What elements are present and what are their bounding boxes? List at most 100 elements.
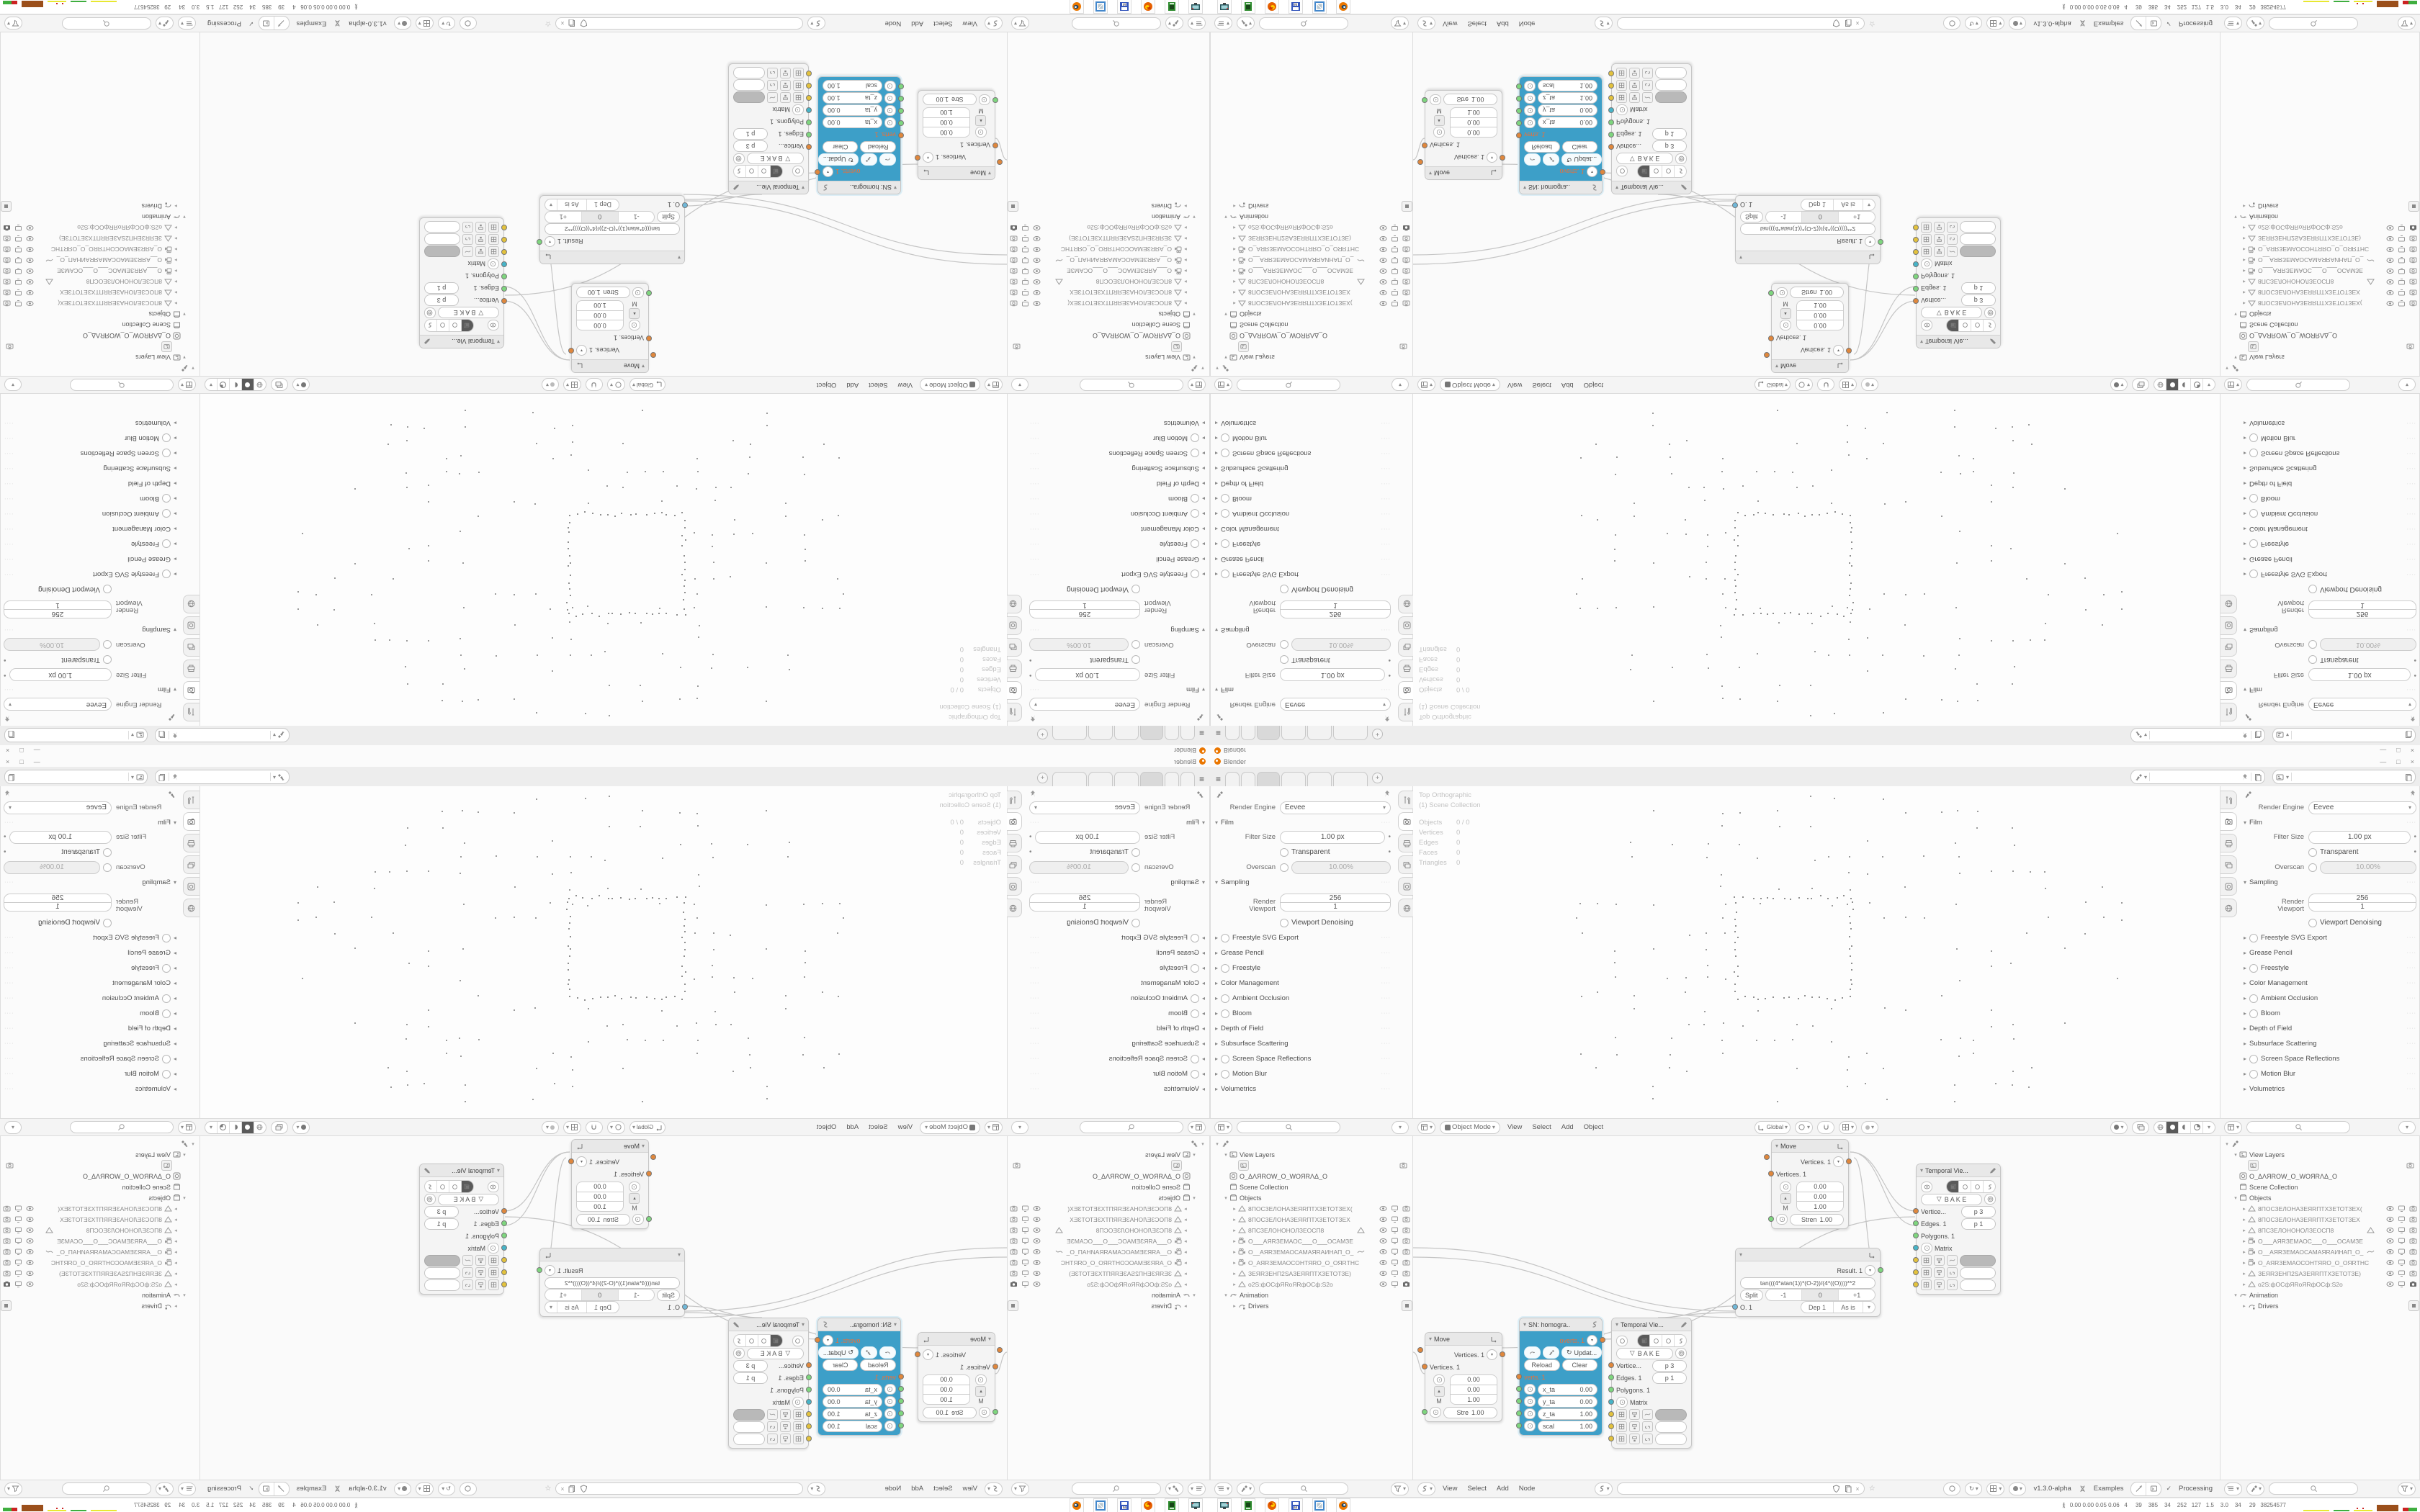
- texture-slot-field[interactable]: [1655, 1408, 1687, 1421]
- node-menu-select[interactable]: Select: [933, 19, 953, 27]
- outliner-filter-row[interactable]: ▾: [1008, 1138, 1206, 1149]
- properties-tab-output[interactable]: [1398, 834, 1415, 852]
- sn-field-scal[interactable]: scal 1.00: [1538, 80, 1597, 92]
- properties-tab-scene[interactable]: [1005, 877, 1022, 896]
- outliner-objects-group[interactable]: ▾ Objects: [2234, 1194, 2272, 1202]
- vector-y-field[interactable]: 0.00: [923, 1384, 970, 1395]
- properties-tab-scene[interactable]: [2220, 877, 2237, 896]
- terminal-button[interactable]: [259, 17, 274, 30]
- texture-slot-field[interactable]: [733, 1433, 765, 1445]
- node-undo-button[interactable]: [879, 1346, 896, 1359]
- reload-button[interactable]: Reload: [860, 141, 896, 153]
- step-zero-button[interactable]: 0: [581, 1290, 618, 1300]
- node-undo-button[interactable]: [1524, 1346, 1541, 1359]
- properties-tab-output[interactable]: [1398, 660, 1415, 678]
- outliner-display-mode-button[interactable]: ▾: [1237, 17, 1255, 30]
- overts-dropdown[interactable]: ▾: [823, 166, 833, 177]
- node-move-bottom[interactable]: ▾ Move Vertices. 1 ▾ Vertices. 1 ▲ M 0.00 0.00 1.…: [1417, 90, 1505, 180]
- section-screen-space-reflections[interactable]: ▸ Screen Space Reflections ····: [4, 449, 176, 458]
- wand-button[interactable]: [273, 1482, 289, 1495]
- node-brush-button[interactable]: [1543, 153, 1559, 166]
- section-ambient-occlusion[interactable]: ▸ Ambient Occlusion ····: [4, 509, 176, 518]
- properties-tab-output[interactable]: [2220, 660, 2237, 678]
- step-minus-button[interactable]: -1: [1765, 212, 1803, 222]
- bake-button[interactable]: ▽ B A K E: [438, 307, 499, 319]
- outliner-object-5[interactable]: ▸ О__АЯRЗЕМАОСАМАЯRАИНАП_О_: [1214, 1246, 1412, 1257]
- node-editor[interactable]: ▾ Move Vertices. 1 ▾ Vertices. 1 ▲ M 0.00 0.00 1.…: [200, 32, 1007, 376]
- outliner-search-input[interactable]: [61, 1482, 151, 1495]
- section-motion-blur[interactable]: ▸ Motion Blur ····: [1215, 433, 1391, 443]
- properties-tab-scene[interactable]: [183, 616, 200, 635]
- fake-user-star[interactable]: ☆: [544, 19, 552, 27]
- section-volumetrics[interactable]: ▸ Volumetrics ····: [4, 419, 176, 427]
- transparent-checkbox[interactable]: [1280, 847, 1289, 857]
- texture-slot-field[interactable]: [1960, 1279, 1996, 1291]
- texture-slot-field[interactable]: [1655, 79, 1687, 91]
- outliner-view-layers[interactable]: ▾ View Layers: [1224, 1151, 1275, 1158]
- outliner-filter-button[interactable]: ▾: [2397, 1482, 2416, 1495]
- section-checkbox[interactable]: [2249, 963, 2259, 973]
- node-temporal-viewer-right[interactable]: ▾ Temporal Vie... ▽ B A K E Vertice... p 3 Ed…: [419, 217, 507, 348]
- node-socket-orange[interactable]: [1422, 1364, 1428, 1369]
- depth-field[interactable]: Dep 1: [1801, 199, 1834, 210]
- texture-slot-field[interactable]: [1655, 1433, 1687, 1445]
- section-screen-space-reflections[interactable]: ▸ Screen Space Reflections ····: [2244, 1054, 2416, 1063]
- vector-z-field[interactable]: 1.00: [576, 300, 624, 311]
- vertices-count-field[interactable]: p 3: [1652, 1359, 1687, 1372]
- section-grease-pencil[interactable]: ▸ Grease Pencil ····: [1215, 949, 1391, 957]
- sn-field-x_ta[interactable]: x_ta 0.00: [1538, 117, 1597, 129]
- shading-material[interactable]: [229, 1121, 241, 1133]
- outliner-object-5[interactable]: ▸ О__АЯRЗЕМАОСАМАЯRАИНАП_О_: [1008, 255, 1206, 266]
- properties-tab-view-layer[interactable]: [1398, 638, 1415, 657]
- proportional-edit-button[interactable]: ▾: [563, 1120, 581, 1134]
- outliner-object-1[interactable]: ▸ 8ПОСЗЕЛОНАЗЕЯRПТХЗЕТОТЗЕХ(: [2223, 1203, 2419, 1214]
- outliner-animation[interactable]: ▾ Animation: [2234, 213, 2279, 221]
- section-checkbox[interactable]: [161, 933, 171, 942]
- section-checkbox[interactable]: [2249, 570, 2259, 579]
- shading-dropdown[interactable]: ▾: [2207, 1124, 2210, 1130]
- vector-z-field[interactable]: 1.00: [1450, 107, 1497, 118]
- node-socket-green[interactable]: [501, 286, 507, 292]
- outliner-filter-row[interactable]: ▾: [1008, 363, 1206, 374]
- shading-wireframe[interactable]: [2154, 379, 2166, 391]
- as-is-select[interactable]: As is: [557, 1302, 586, 1313]
- section-freestyle-svg-export[interactable]: ▸ Freestyle SVG Export ····: [4, 933, 176, 942]
- proportional-edit-button[interactable]: ▾: [1839, 1120, 1857, 1134]
- samples-render-field[interactable]: 256: [2308, 893, 2416, 902]
- node-socket-green[interactable]: [806, 1374, 812, 1380]
- texture-slot-field[interactable]: [1960, 1254, 1996, 1266]
- outliner-filter-button[interactable]: ▾: [1011, 17, 1030, 30]
- editor-type-button[interactable]: ▾: [2224, 1120, 2243, 1134]
- node-sn-homography[interactable]: ▾ SN: homogra.. overts. 1 ▾ ↻ Updat... Reload…: [815, 1318, 904, 1436]
- section-film[interactable]: ▾ Film ····: [4, 685, 176, 694]
- gizmos-button[interactable]: [2132, 378, 2149, 392]
- viewport-menu-object[interactable]: Object: [816, 381, 837, 389]
- section-ambient-occlusion[interactable]: ▸ Ambient Occlusion ····: [1029, 509, 1205, 518]
- outliner-object-3[interactable]: ▸ 8ПСЗЕЛОНОНОЛЗЕОСП8: [2223, 276, 2419, 287]
- edges-count-field[interactable]: p 1: [1652, 1372, 1687, 1384]
- node-socket-yellow[interactable]: [501, 1269, 507, 1275]
- shading-mode-switch[interactable]: ▾: [2154, 1120, 2215, 1134]
- node-sn-homography[interactable]: ▾ SN: homogra.. overts. 1 ▾ ↻ Updat... Reload…: [1516, 76, 1605, 194]
- texture-slot-field[interactable]: [424, 1266, 460, 1279]
- workspace-tab-6[interactable]: [1333, 772, 1368, 786]
- vector-z-field[interactable]: 1.00: [576, 1201, 624, 1212]
- taskbar-app-blender[interactable]: [1070, 1498, 1084, 1512]
- transform-orientation-select[interactable]: Global ▾: [629, 1120, 666, 1134]
- properties-tab-scene[interactable]: [1398, 877, 1415, 896]
- new-tab-button[interactable]: +: [1036, 773, 1048, 783]
- viewer-mode-switch[interactable]: [1946, 319, 1996, 332]
- section-film[interactable]: ▾ Film ····: [2244, 818, 2416, 827]
- node-menu-node[interactable]: Node: [884, 1485, 902, 1493]
- node-socket-orange[interactable]: [568, 348, 574, 354]
- outliner-scene-collection[interactable]: Scene Collection: [1214, 320, 1412, 330]
- outliner-scene-collection[interactable]: Scene Collection: [2223, 320, 2419, 330]
- section-screen-space-reflections[interactable]: ▸ Screen Space Reflections ····: [2244, 449, 2416, 458]
- outliner-display-mode-button[interactable]: ▾: [2246, 1482, 2265, 1495]
- texture-slot-field[interactable]: [1655, 91, 1687, 104]
- workspace-tab-5[interactable]: [1088, 726, 1113, 740]
- outliner-object-3[interactable]: ▸ 8ПСЗЕЛОНОНОЛЗЕОСП8: [1, 1225, 197, 1236]
- outliner-filter-button[interactable]: ▾: [1390, 17, 1409, 30]
- workspace-tab-6[interactable]: [1333, 726, 1368, 740]
- viewport-menu-add[interactable]: Add: [1561, 381, 1574, 389]
